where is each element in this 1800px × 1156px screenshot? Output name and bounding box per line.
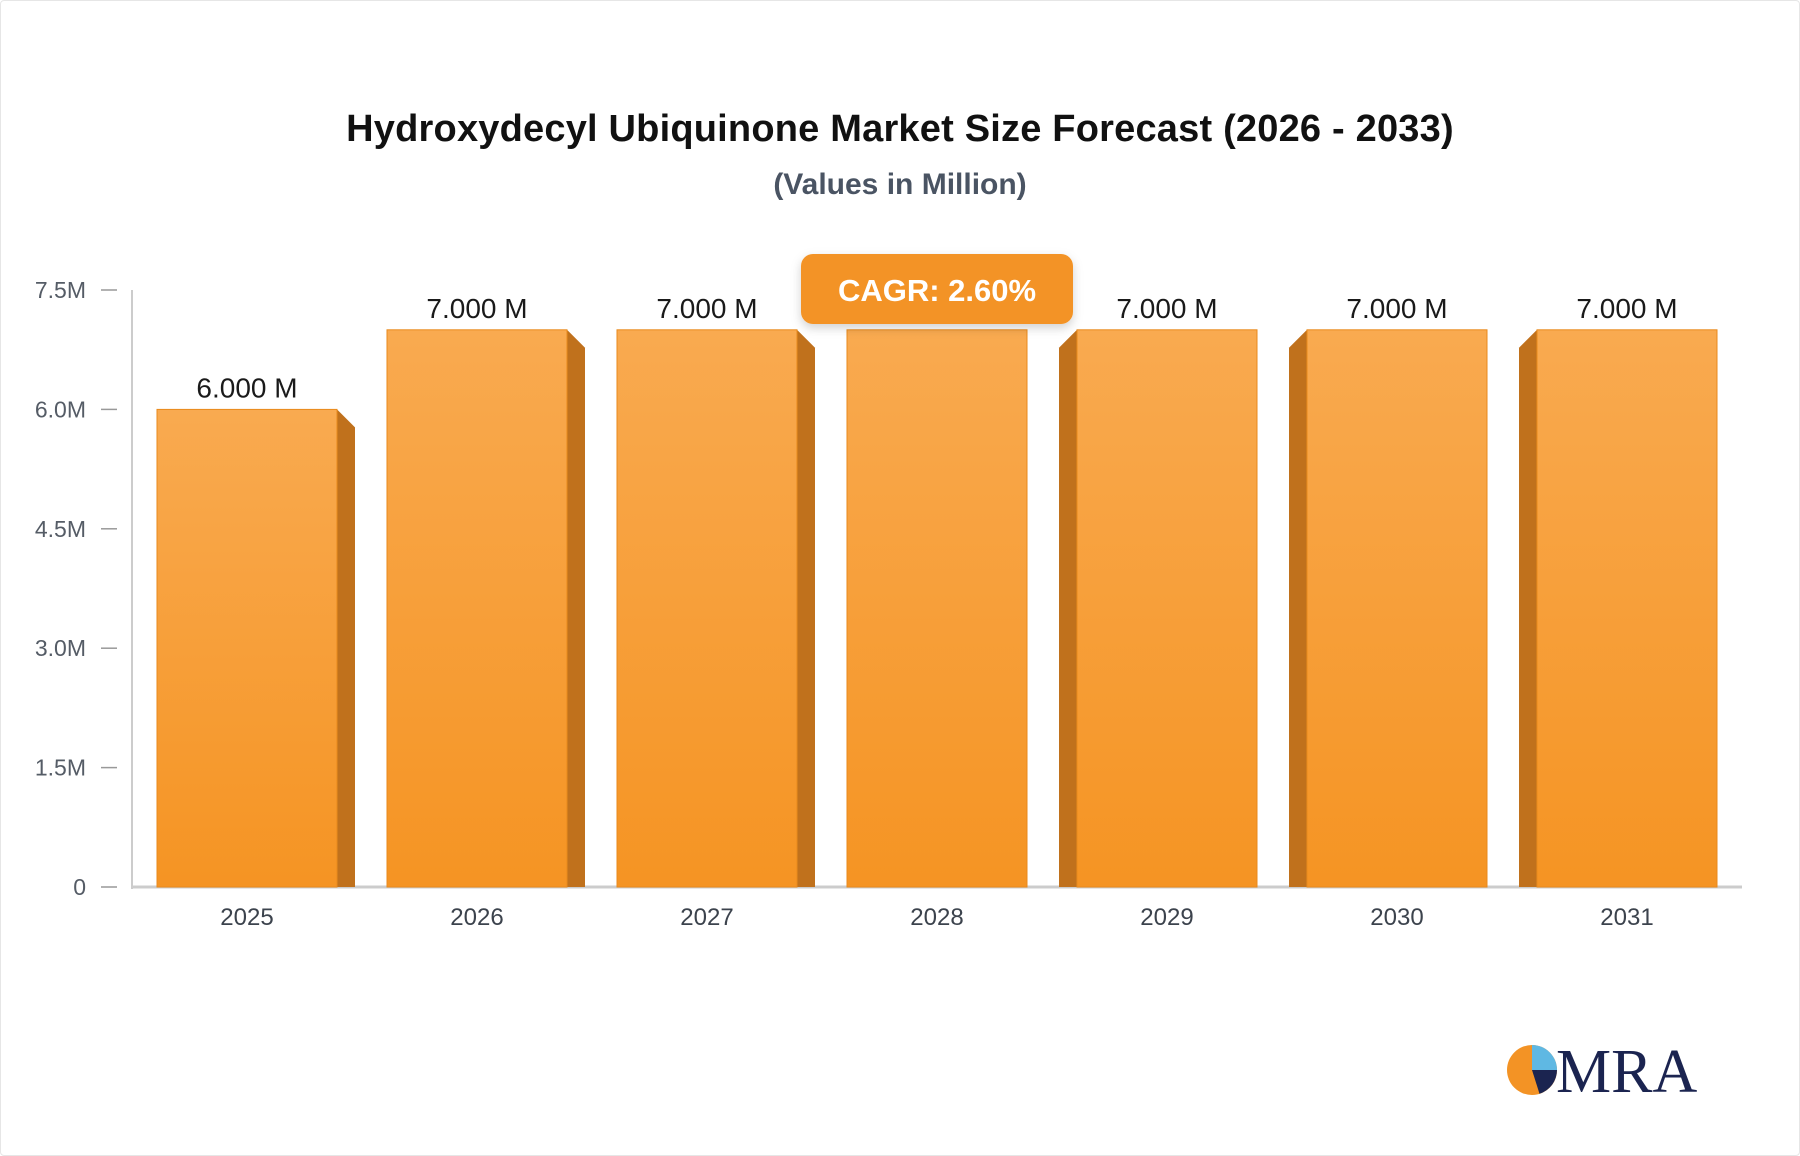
bar-2025 — [156, 408, 338, 888]
chart-title: Hydroxydecyl Ubiquinone Market Size Fore… — [346, 108, 1454, 150]
x-tick-label: 2025 — [220, 904, 273, 931]
cagr-badge-label: CAGR: 2.60% — [838, 273, 1036, 308]
bar-side-2029 — [1059, 329, 1077, 887]
bar-side-2027 — [797, 329, 815, 887]
chart-subtitle: (Values in Million) — [773, 168, 1027, 201]
data-label: 6.000 M — [196, 372, 297, 403]
y-tick-label: 1.5M — [35, 755, 86, 781]
x-tick-label: 2027 — [680, 904, 733, 931]
y-tick-label: 4.5M — [35, 516, 86, 542]
bar-2030 — [1306, 329, 1488, 888]
bar-side-2025 — [337, 409, 355, 887]
data-label: 7.000 M — [1346, 293, 1447, 324]
y-tick-label: 6.0M — [35, 396, 86, 422]
x-tick-label: 2029 — [1140, 904, 1193, 931]
logo-text: MRA — [1556, 1038, 1697, 1106]
data-label: 7.000 M — [1576, 293, 1677, 324]
y-tick-label: 7.5M — [35, 277, 86, 303]
bar-side-2031 — [1519, 329, 1537, 887]
y-tick-label: 3.0M — [35, 635, 86, 661]
x-tick-label: 2028 — [910, 904, 963, 931]
data-label: 7.000 M — [426, 293, 527, 324]
bar-side-2030 — [1289, 329, 1307, 887]
bar-2028 — [846, 329, 1028, 888]
mra-logo: MRA — [1507, 1038, 1697, 1106]
labels: 2025 6.000 M 2026 7.000 M 2027 7.000 M 2028 202… — [196, 293, 1677, 931]
pie-logo-slice-navy — [1532, 1070, 1557, 1094]
bar-2029 — [1076, 329, 1258, 888]
bar-2026 — [386, 329, 568, 888]
x-tick-label: 2030 — [1370, 904, 1423, 931]
data-label: 7.000 M — [656, 293, 757, 324]
bar-side-2026 — [567, 329, 585, 887]
y-tick-label: 0 — [73, 874, 86, 900]
cagr-badge-box — [801, 254, 1073, 324]
bar-2027 — [616, 329, 798, 888]
bars — [156, 329, 1718, 888]
x-tick-label: 2031 — [1600, 904, 1653, 931]
x-tick-label: 2026 — [450, 904, 503, 931]
data-label: 7.000 M — [1116, 293, 1217, 324]
pie-logo-slice-blue — [1532, 1045, 1557, 1070]
cagr-badge: CAGR: 2.60% — [801, 254, 1073, 324]
bar-2031 — [1536, 329, 1718, 888]
